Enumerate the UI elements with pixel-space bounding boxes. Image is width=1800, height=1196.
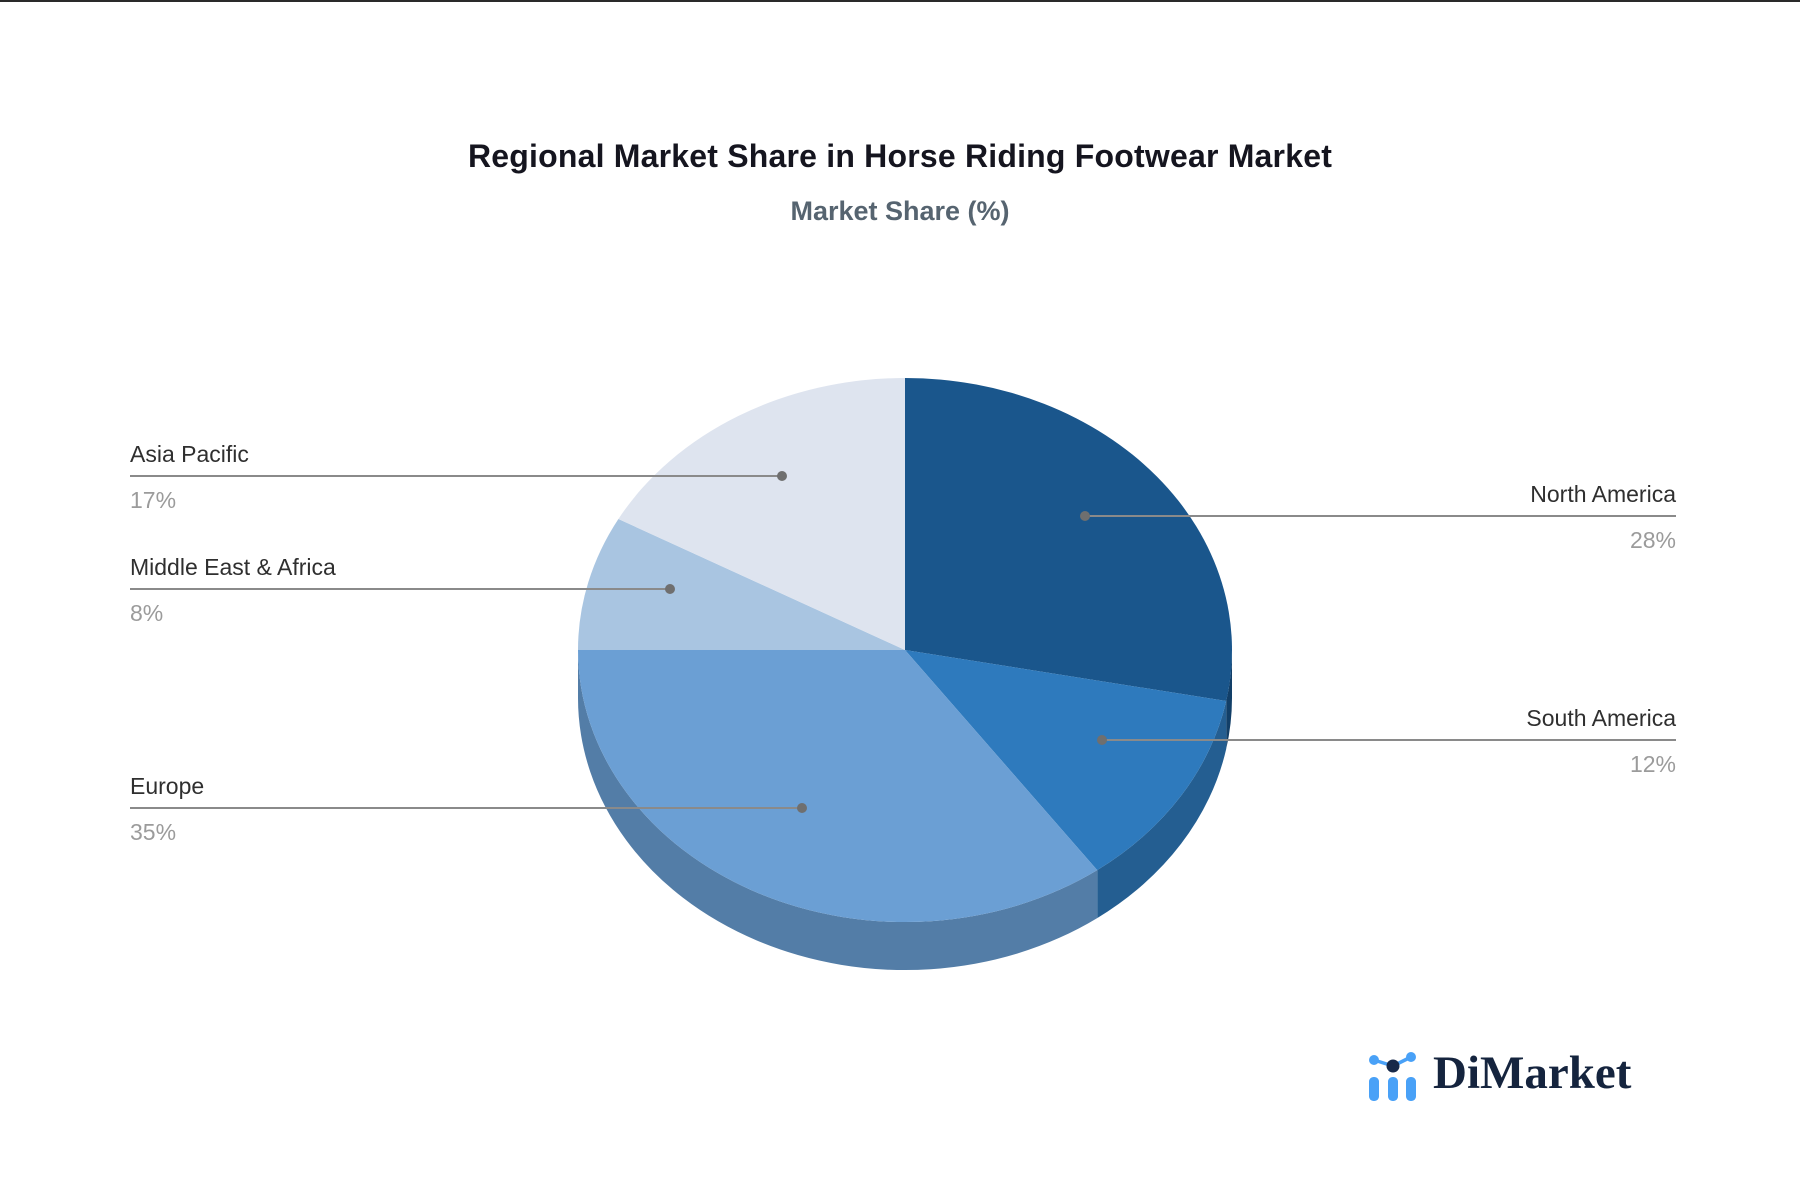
slice-value: 28% — [1629, 527, 1676, 553]
slice-label: South America — [1526, 705, 1676, 731]
callout-asia-pacific: Asia Pacific 17% — [130, 440, 787, 514]
leader-dot — [797, 803, 807, 813]
slice-value: 35% — [130, 819, 177, 845]
bar-line-chart-icon — [1369, 1052, 1416, 1101]
leader-line — [130, 803, 807, 813]
pie-slice-side-europe — [578, 650, 1098, 971]
callout-middle-east-africa: Middle East & Africa 8% — [130, 553, 675, 627]
slice-value: 8% — [130, 600, 164, 626]
pie-slice-south-america[interactable] — [905, 650, 1227, 871]
leader-line — [1080, 511, 1676, 521]
slice-value: 12% — [1629, 751, 1676, 777]
leader-dot — [665, 584, 675, 594]
slice-label: Asia Pacific — [130, 441, 249, 467]
dimarket-logo: DiMarket — [1366, 1038, 1631, 1108]
callout-europe: Europe 35% — [130, 772, 807, 846]
slice-label: Europe — [130, 773, 205, 799]
slice-label: North America — [1530, 481, 1676, 507]
leader-line — [1097, 735, 1676, 745]
leader-dot — [1080, 511, 1090, 521]
pie-slice-side-south-america — [1097, 701, 1227, 919]
slice-label: Middle East & Africa — [130, 554, 336, 580]
pie-slice-asia-pacific[interactable] — [618, 377, 905, 650]
pie-slice-europe[interactable] — [578, 650, 1098, 923]
slice-value: 17% — [130, 487, 177, 513]
chart-title: Regional Market Share in Horse Riding Fo… — [467, 138, 1333, 174]
callout-north-america: North America 28% — [1080, 480, 1676, 554]
chart-subtitle: Market Share (%) — [790, 196, 1010, 226]
leader-dot — [1097, 735, 1107, 745]
leader-line — [130, 471, 787, 481]
callout-south-america: South America 12% — [1097, 704, 1676, 778]
pie-slice-middle-east-africa[interactable] — [578, 519, 905, 650]
pie-slice-north-america[interactable] — [905, 378, 1232, 701]
logo-wordmark: DiMarket — [1433, 1047, 1632, 1099]
pie-slice-side-north-america — [1226, 650, 1232, 749]
leader-line — [130, 584, 675, 594]
leader-dot — [777, 471, 787, 481]
